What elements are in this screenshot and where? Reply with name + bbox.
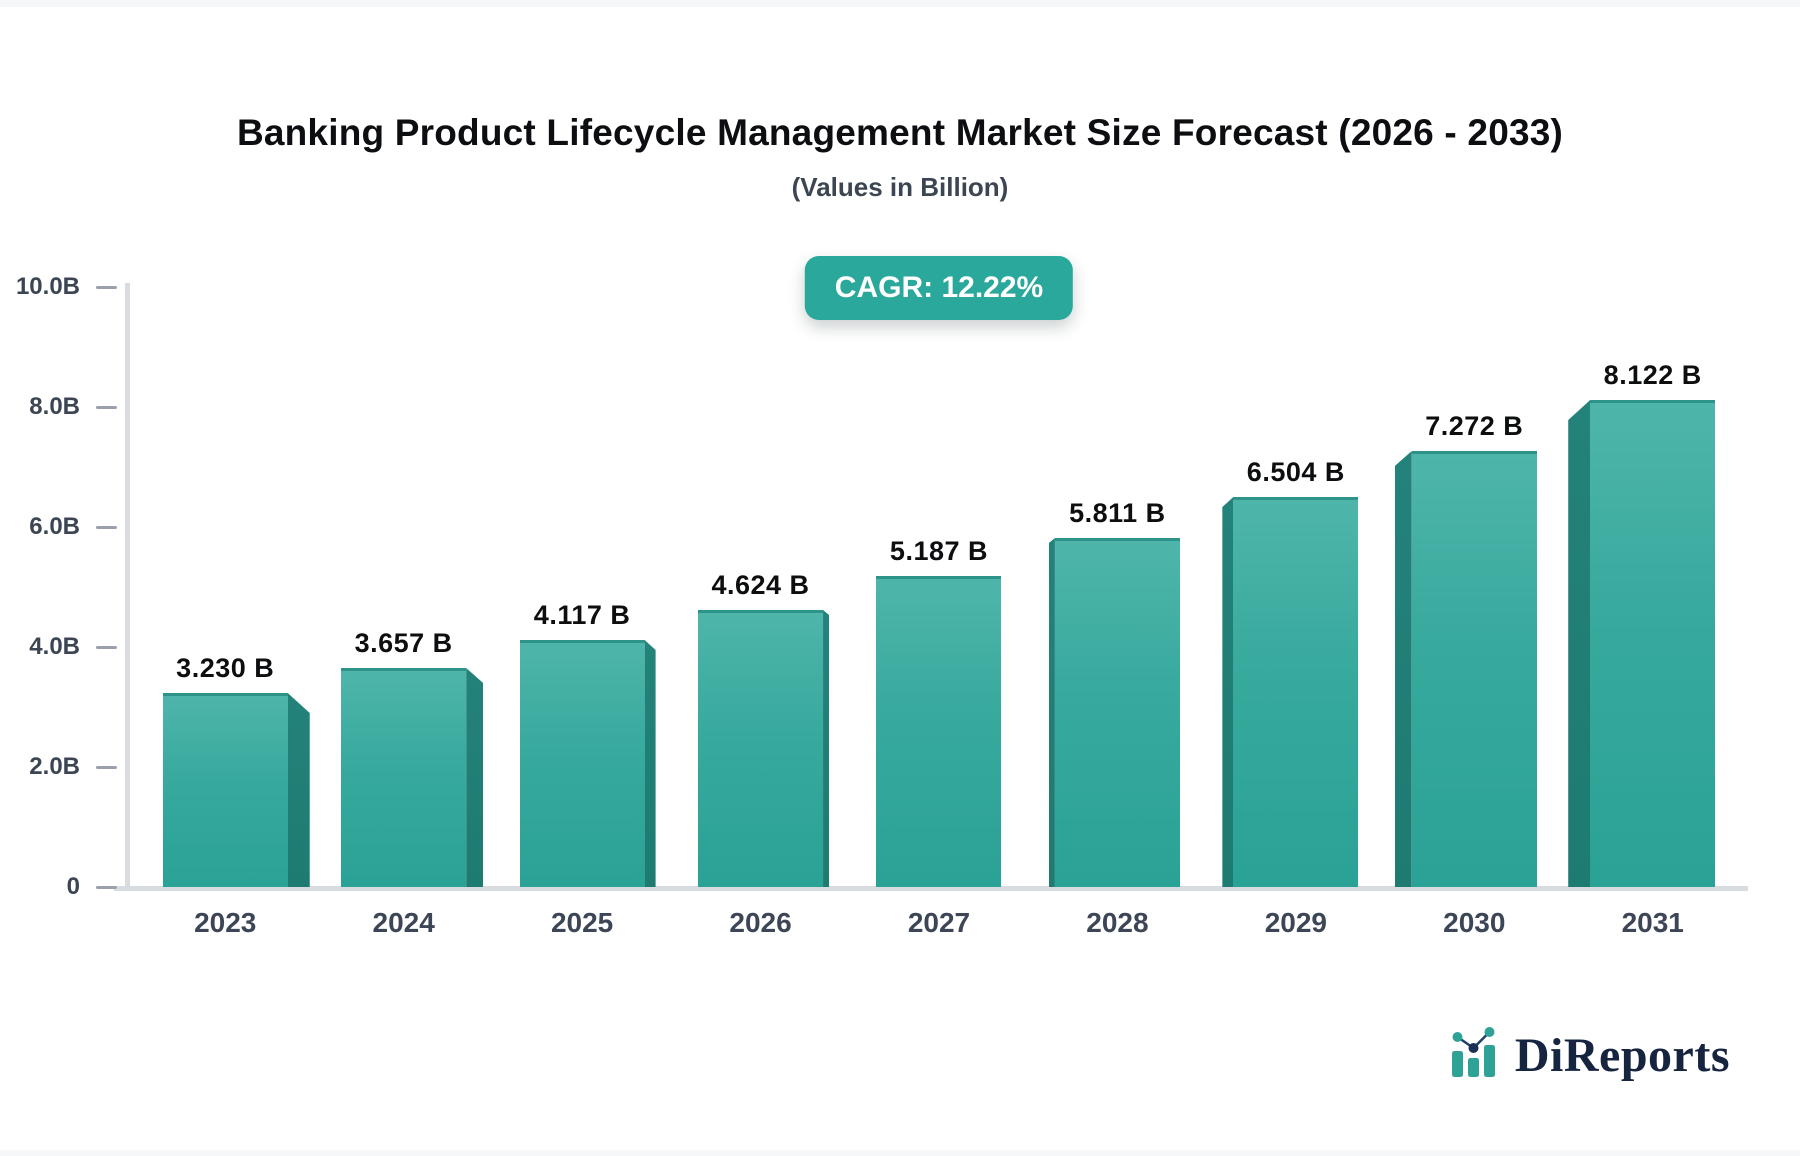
- bar-3d: [1048, 538, 1180, 887]
- bar-3d: [1568, 400, 1716, 887]
- y-tick-dash: [96, 285, 117, 289]
- y-tick-dash: [96, 765, 117, 769]
- bar-3d: [1394, 451, 1537, 887]
- bar-3d: [519, 640, 656, 887]
- bar-side-panel: [823, 610, 830, 887]
- bar-face: [1233, 497, 1359, 887]
- direports-logo: DiReports: [1449, 1024, 1730, 1080]
- x-axis-year-label: 2025: [550, 907, 614, 938]
- bar-face: [876, 576, 1002, 887]
- y-tick-label: 4.0B: [29, 633, 80, 660]
- x-axis-year-label: 2023: [194, 907, 257, 938]
- x-axis-year-label: 2027: [907, 907, 971, 938]
- bar-group: 5.187 B 2027: [850, 287, 1028, 938]
- bar-value-label: 7.272 B: [1425, 411, 1524, 441]
- y-tick-label: 10.0B: [15, 273, 80, 300]
- y-axis-line: [125, 283, 130, 889]
- y-tick: 2.0B: [10, 753, 117, 781]
- bar-value-label: 3.230 B: [176, 653, 275, 683]
- bar-side-panel: [287, 693, 310, 887]
- bar-face: [1054, 538, 1180, 887]
- x-axis-year-label: 2028: [1086, 907, 1149, 938]
- bar-side-panel: [1048, 538, 1055, 887]
- y-tick-label: 6.0B: [29, 513, 80, 540]
- bar-face: [519, 640, 645, 887]
- bar-side-panel: [1222, 497, 1234, 887]
- bar-3d: [1222, 497, 1359, 887]
- bar-3d: [341, 668, 484, 887]
- x-axis-year-label: 2026: [729, 907, 792, 938]
- logo-text: DiReports: [1514, 1029, 1730, 1082]
- bar-face: [698, 610, 824, 887]
- y-tick-dash: [96, 525, 117, 529]
- x-axis-line: [114, 886, 1748, 891]
- y-tick-label: 8.0B: [29, 393, 80, 420]
- page-top-edge: [0, 0, 1800, 7]
- bar-side-panel: [644, 640, 656, 887]
- x-axis-year-label: 2030: [1443, 907, 1506, 938]
- bar-group: 6.504 B 2029: [1207, 287, 1385, 938]
- page-bottom-edge: [0, 1150, 1800, 1156]
- y-tick: 4.0B: [10, 633, 117, 661]
- bar-face: [1411, 451, 1537, 887]
- y-tick-dash: [96, 645, 117, 649]
- bar-3d: [876, 576, 1002, 887]
- bar-3d: [162, 693, 310, 887]
- bar-group: 8.122 B 2031: [1564, 287, 1742, 938]
- bar-group: 3.657 B 2024: [314, 287, 492, 938]
- y-tick-dash: [96, 405, 117, 409]
- bar-value-label: 3.657 B: [354, 628, 453, 658]
- x-axis-year-label: 2029: [1264, 907, 1327, 938]
- bar-face: [341, 668, 467, 887]
- y-tick: 10.0B: [10, 273, 117, 301]
- x-axis-year-label: 2031: [1621, 907, 1684, 938]
- bar-group: 5.811 B 2028: [1028, 287, 1206, 938]
- y-tick-label: 2.0B: [29, 753, 80, 780]
- bar-value-label: 5.811 B: [1069, 498, 1166, 528]
- cagr-badge: CAGR: 12.22%: [804, 256, 1074, 320]
- y-tick-label: 0: [66, 873, 80, 900]
- bar-value-label: 8.122 B: [1603, 360, 1702, 390]
- y-tick: 6.0B: [10, 513, 117, 541]
- bar-face: [1590, 400, 1716, 887]
- bar-side-panel: [466, 668, 484, 887]
- bar-side-panel: [1568, 400, 1591, 887]
- y-tick: 0: [10, 873, 117, 901]
- bar-group: 4.624 B 2026: [671, 287, 849, 938]
- bar-group: 7.272 B 2030: [1385, 287, 1563, 938]
- bar-group: 3.230 B 2023: [136, 287, 314, 938]
- chart-subtitle: (Values in Billion): [791, 172, 1009, 202]
- y-tick-dash: [96, 885, 117, 889]
- bar-3d: [698, 610, 830, 887]
- bar-value-label: 5.187 B: [889, 536, 988, 566]
- logo-bar-trend-icon: [1451, 1027, 1495, 1077]
- x-axis-year-label: 2024: [372, 907, 435, 938]
- bar-value-label: 4.624 B: [711, 570, 810, 600]
- bar-value-label: 4.117 B: [533, 600, 631, 630]
- bar-group: 4.117 B 2025: [493, 287, 671, 938]
- bar-face: [162, 693, 288, 887]
- bar-side-panel: [1394, 451, 1412, 887]
- chart-title: Banking Product Lifecycle Management Mar…: [236, 112, 1564, 153]
- bars-row: 3.230 B 2023 3.657 B 2024 4.117 B 2025 4.624 B…: [130, 287, 1748, 938]
- y-tick: 8.0B: [10, 393, 117, 421]
- chart-plot-area: 3.230 B 2023 3.657 B 2024 4.117 B 2025 4.624 B…: [16, 273, 1748, 938]
- bar-value-label: 6.504 B: [1246, 457, 1345, 487]
